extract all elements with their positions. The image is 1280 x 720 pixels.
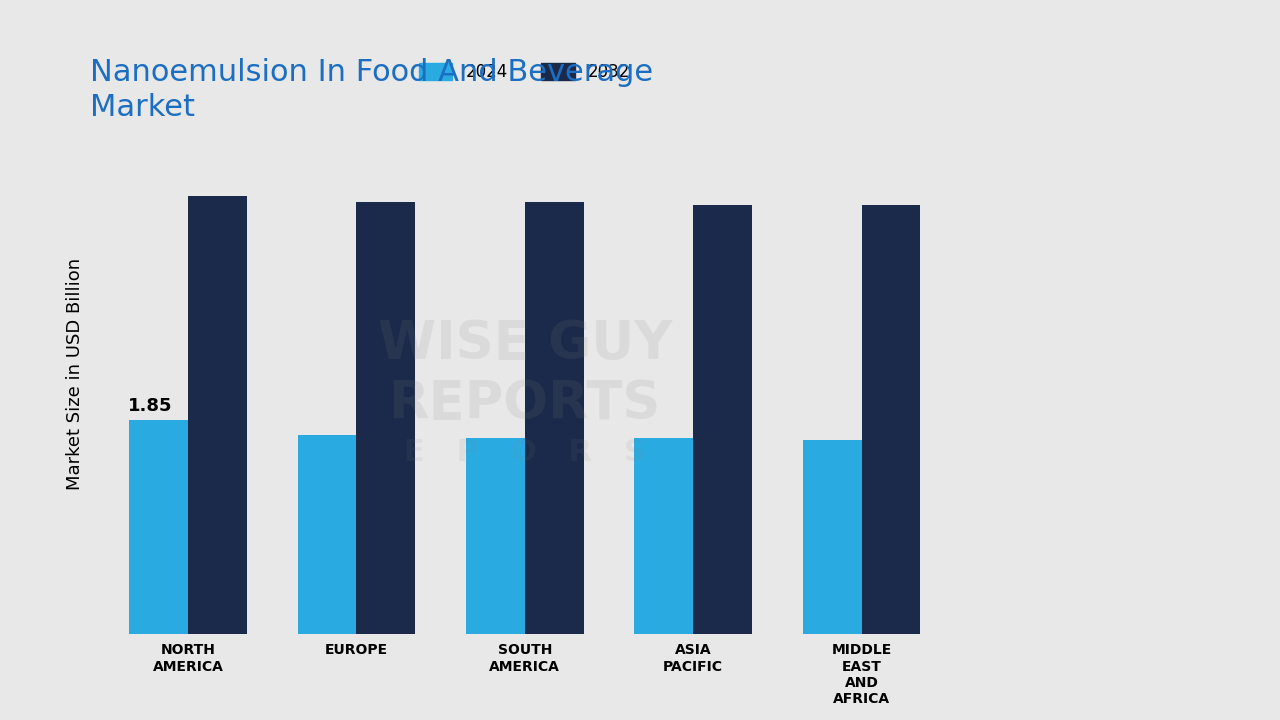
Text: Nanoemulsion In Food And Beverage
Market: Nanoemulsion In Food And Beverage Market <box>90 58 653 122</box>
Bar <box>803 440 861 634</box>
Bar <box>634 438 694 634</box>
Y-axis label: Market Size in USD Billion: Market Size in USD Billion <box>67 258 84 490</box>
Bar <box>356 202 416 634</box>
Bar <box>297 436 356 634</box>
Legend: 2024, 2032: 2024, 2032 <box>412 56 637 88</box>
Bar <box>525 202 584 634</box>
Bar <box>694 205 753 634</box>
Text: 1.85: 1.85 <box>128 397 173 415</box>
Text: E   P   O   R   S: E P O R S <box>404 438 645 467</box>
Bar <box>861 205 920 634</box>
Bar <box>188 196 247 634</box>
Text: WISE GUY
REPORTS: WISE GUY REPORTS <box>378 318 672 431</box>
Bar <box>466 438 525 634</box>
Bar <box>129 420 188 634</box>
